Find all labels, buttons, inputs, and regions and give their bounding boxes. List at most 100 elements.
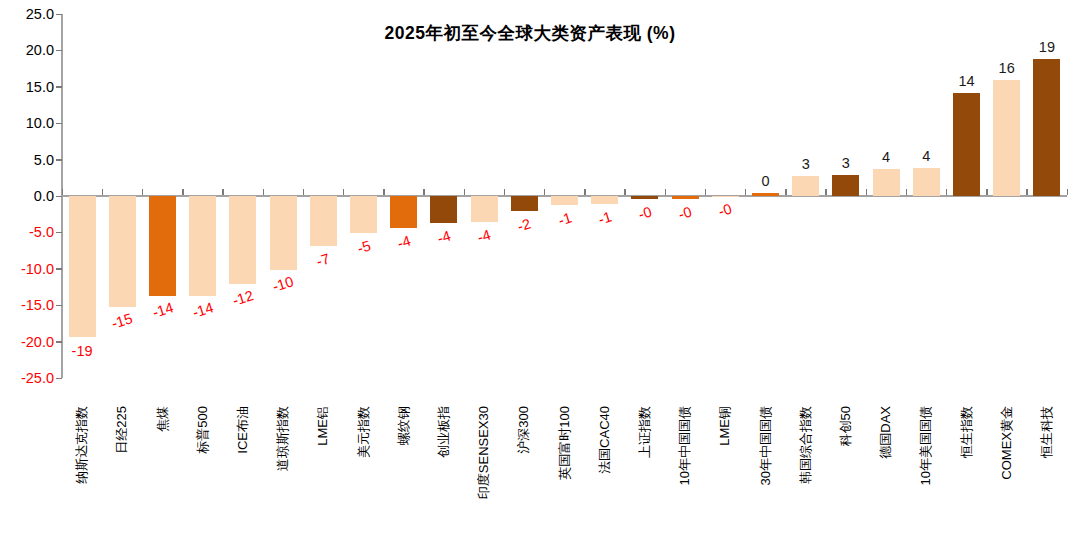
category-label: 创业板指 bbox=[435, 406, 453, 542]
category-label-text: 道琼斯指数 bbox=[274, 406, 292, 542]
bar bbox=[993, 80, 1020, 196]
category-label-text: 螺纹钢 bbox=[395, 406, 413, 542]
y-tick-label: -15.0 bbox=[0, 296, 54, 314]
category-label-text: 10年中国国债 bbox=[676, 406, 694, 542]
category-label: LME铜 bbox=[716, 406, 734, 542]
y-tick-label: 20.0 bbox=[0, 41, 54, 59]
category-label-text: 焦煤 bbox=[154, 406, 172, 542]
bar bbox=[69, 196, 96, 337]
category-label-text: 沪深300 bbox=[515, 406, 533, 542]
bar bbox=[591, 196, 618, 204]
bar-value-label: 3 bbox=[824, 154, 868, 172]
y-tick-label: -20.0 bbox=[0, 333, 54, 351]
y-axis-tick bbox=[56, 159, 62, 161]
bar-value-label: -10 bbox=[259, 269, 306, 299]
y-tick-label: 25.0 bbox=[0, 5, 54, 23]
category-label-text: 法国CAC40 bbox=[596, 406, 614, 542]
category-label: 30年中国国债 bbox=[757, 406, 775, 542]
x-axis-tick bbox=[222, 189, 224, 195]
category-label: 道琼斯指数 bbox=[274, 406, 292, 542]
x-axis-tick bbox=[263, 189, 265, 195]
category-label-text: 日经225 bbox=[113, 406, 131, 542]
y-tick-label: 5.0 bbox=[0, 151, 54, 169]
category-label: 10年中国国债 bbox=[676, 406, 694, 542]
category-label-text: COMEX黄金 bbox=[998, 406, 1016, 542]
category-label-text: LME铜 bbox=[716, 406, 734, 542]
x-axis-tick bbox=[705, 189, 707, 195]
x-axis-tick bbox=[544, 189, 546, 195]
category-label-text: 韩国综合指数 bbox=[797, 406, 815, 542]
category-label: 上证指数 bbox=[636, 406, 654, 542]
x-axis-tick bbox=[303, 189, 305, 195]
category-label: 焦煤 bbox=[154, 406, 172, 542]
category-label: 10年美国国债 bbox=[917, 406, 935, 542]
bar bbox=[672, 196, 699, 199]
bar bbox=[873, 169, 900, 196]
bar bbox=[752, 193, 779, 196]
bar-value-label: -5 bbox=[340, 232, 387, 262]
y-axis-tick bbox=[56, 232, 62, 234]
category-label-text: 创业板指 bbox=[435, 406, 453, 542]
bar bbox=[149, 196, 176, 296]
y-axis-tick bbox=[56, 196, 62, 198]
category-label-text: ICE布油 bbox=[234, 406, 252, 542]
x-axis-tick bbox=[504, 189, 506, 195]
bar-value-label: 19 bbox=[1025, 38, 1069, 56]
x-axis-tick bbox=[464, 189, 466, 195]
y-tick-label: 10.0 bbox=[0, 114, 54, 132]
category-label-text: 恒生指数 bbox=[958, 406, 976, 542]
bar bbox=[310, 196, 337, 246]
bar-value-label: -14 bbox=[179, 295, 226, 325]
x-axis-tick bbox=[906, 189, 908, 195]
category-label: 英国富时100 bbox=[556, 406, 574, 542]
category-label: 沪深300 bbox=[515, 406, 533, 542]
x-axis-tick bbox=[866, 189, 868, 195]
y-tick-label: 0.0 bbox=[0, 187, 54, 205]
category-label: 法国CAC40 bbox=[596, 406, 614, 542]
x-axis-tick bbox=[785, 189, 787, 195]
category-label: 日经225 bbox=[113, 406, 131, 542]
y-axis-tick bbox=[56, 268, 62, 270]
category-label: LME铝 bbox=[314, 406, 332, 542]
x-axis-tick bbox=[986, 189, 988, 195]
x-axis-tick bbox=[102, 189, 104, 195]
x-axis-tick bbox=[62, 189, 64, 195]
category-label-text: 德国DAX bbox=[877, 406, 895, 542]
bar bbox=[471, 196, 498, 222]
category-label: 韩国综合指数 bbox=[797, 406, 815, 542]
category-label: 科创50 bbox=[837, 406, 855, 542]
category-label-text: 标普500 bbox=[194, 406, 212, 542]
x-axis-tick bbox=[423, 189, 425, 195]
bar bbox=[913, 168, 940, 196]
y-tick-label: -25.0 bbox=[0, 369, 54, 387]
category-label-text: 印度SENSEX30 bbox=[475, 406, 493, 542]
x-axis-tick bbox=[1067, 189, 1069, 195]
x-axis-tick bbox=[142, 189, 144, 195]
bar-value-label: -4 bbox=[380, 227, 427, 257]
x-axis-tick bbox=[1026, 189, 1028, 195]
x-axis-tick bbox=[946, 189, 948, 195]
y-tick-label: 15.0 bbox=[0, 78, 54, 96]
category-label-text: 美元指数 bbox=[355, 406, 373, 542]
category-label: 印度SENSEX30 bbox=[475, 406, 493, 542]
x-axis-tick bbox=[665, 189, 667, 195]
category-label-text: 恒生科技 bbox=[1038, 406, 1056, 542]
x-axis-tick bbox=[383, 189, 385, 195]
x-axis-tick bbox=[584, 189, 586, 195]
bar bbox=[109, 196, 136, 307]
bar bbox=[511, 196, 538, 211]
bar-value-label: -15 bbox=[99, 306, 146, 336]
bar-value-label: -2 bbox=[501, 210, 548, 240]
bar-value-label: 4 bbox=[904, 147, 948, 165]
x-axis-tick bbox=[182, 189, 184, 195]
category-label: COMEX黄金 bbox=[998, 406, 1016, 542]
chart-canvas: 2025年初至今全球大类资产表现 (%) 25.0 20.0 15.0 10.0 5.0… bbox=[0, 0, 1080, 544]
bar bbox=[953, 93, 980, 196]
x-axis-tick bbox=[745, 189, 747, 195]
bar bbox=[350, 196, 377, 233]
x-axis-tick bbox=[624, 189, 626, 195]
bar bbox=[1033, 59, 1060, 196]
chart-title: 2025年初至今全球大类资产表现 (%) bbox=[0, 21, 1060, 45]
bar-value-label: -0 bbox=[702, 195, 749, 225]
category-label-text: 上证指数 bbox=[636, 406, 654, 542]
